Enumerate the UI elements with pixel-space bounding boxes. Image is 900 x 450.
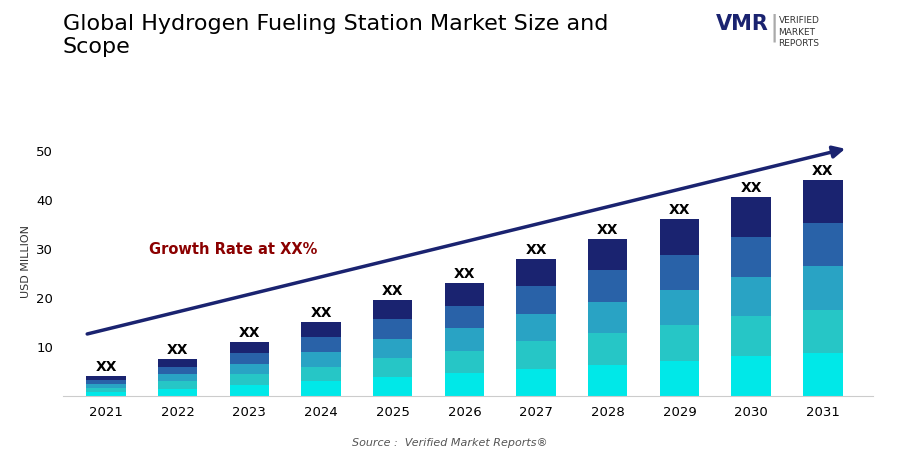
Text: XX: XX [669, 203, 690, 217]
Text: XX: XX [812, 164, 833, 178]
Bar [373, 300, 412, 320]
Bar [660, 255, 699, 290]
Bar [660, 290, 699, 325]
Bar [660, 219, 699, 255]
Bar [660, 360, 699, 396]
Bar [732, 356, 771, 396]
Bar [517, 259, 556, 286]
Bar [230, 385, 269, 396]
Bar [86, 384, 126, 388]
Bar [732, 237, 771, 277]
Bar [588, 239, 627, 270]
Bar [230, 364, 269, 374]
Text: XX: XX [454, 267, 475, 281]
Bar [230, 353, 269, 364]
Bar [158, 389, 197, 396]
Bar [302, 337, 341, 352]
Bar [373, 377, 412, 396]
Bar [732, 277, 771, 316]
Bar [86, 380, 126, 384]
Bar [445, 306, 484, 328]
Bar [230, 342, 269, 353]
Bar [86, 392, 126, 396]
Bar [803, 223, 842, 266]
Text: Source :  Verified Market Reports®: Source : Verified Market Reports® [352, 437, 548, 447]
Bar [302, 322, 341, 337]
Text: XX: XX [95, 360, 117, 374]
Bar [373, 358, 412, 377]
Bar [803, 353, 842, 396]
Bar [588, 302, 627, 333]
Bar [373, 338, 412, 358]
Y-axis label: USD MILLION: USD MILLION [21, 225, 31, 297]
Text: XX: XX [382, 284, 403, 298]
Bar [445, 374, 484, 396]
Text: XX: XX [166, 343, 188, 357]
Bar [445, 328, 484, 351]
Bar [803, 266, 842, 310]
Bar [445, 351, 484, 374]
Bar [732, 316, 771, 356]
Bar [86, 388, 126, 392]
Bar [517, 314, 556, 341]
Bar [445, 283, 484, 306]
Bar [588, 270, 627, 302]
Text: Global Hydrogen Fueling Station Market Size and
Scope: Global Hydrogen Fueling Station Market S… [63, 14, 608, 57]
Bar [158, 359, 197, 367]
Bar [158, 374, 197, 381]
Bar [373, 320, 412, 338]
Text: VMR: VMR [716, 14, 769, 33]
Bar [230, 374, 269, 385]
Bar [588, 333, 627, 364]
Bar [517, 286, 556, 314]
Bar [517, 369, 556, 396]
Bar [517, 341, 556, 369]
Bar [588, 364, 627, 396]
Text: XX: XX [238, 326, 260, 340]
Bar [302, 381, 341, 396]
Bar [86, 376, 126, 380]
Text: Growth Rate at XX%: Growth Rate at XX% [149, 242, 318, 256]
Text: XX: XX [597, 223, 618, 237]
Bar [660, 325, 699, 360]
Text: |: | [770, 14, 778, 42]
Bar [302, 352, 341, 367]
Bar [302, 367, 341, 381]
Bar [158, 367, 197, 374]
Text: XX: XX [526, 243, 547, 256]
Bar [803, 310, 842, 353]
Bar [158, 381, 197, 389]
Text: XX: XX [741, 181, 762, 195]
Bar [732, 197, 771, 237]
Text: XX: XX [310, 306, 332, 320]
Bar [803, 180, 842, 223]
Text: VERIFIED
MARKET
REPORTS: VERIFIED MARKET REPORTS [778, 16, 820, 48]
